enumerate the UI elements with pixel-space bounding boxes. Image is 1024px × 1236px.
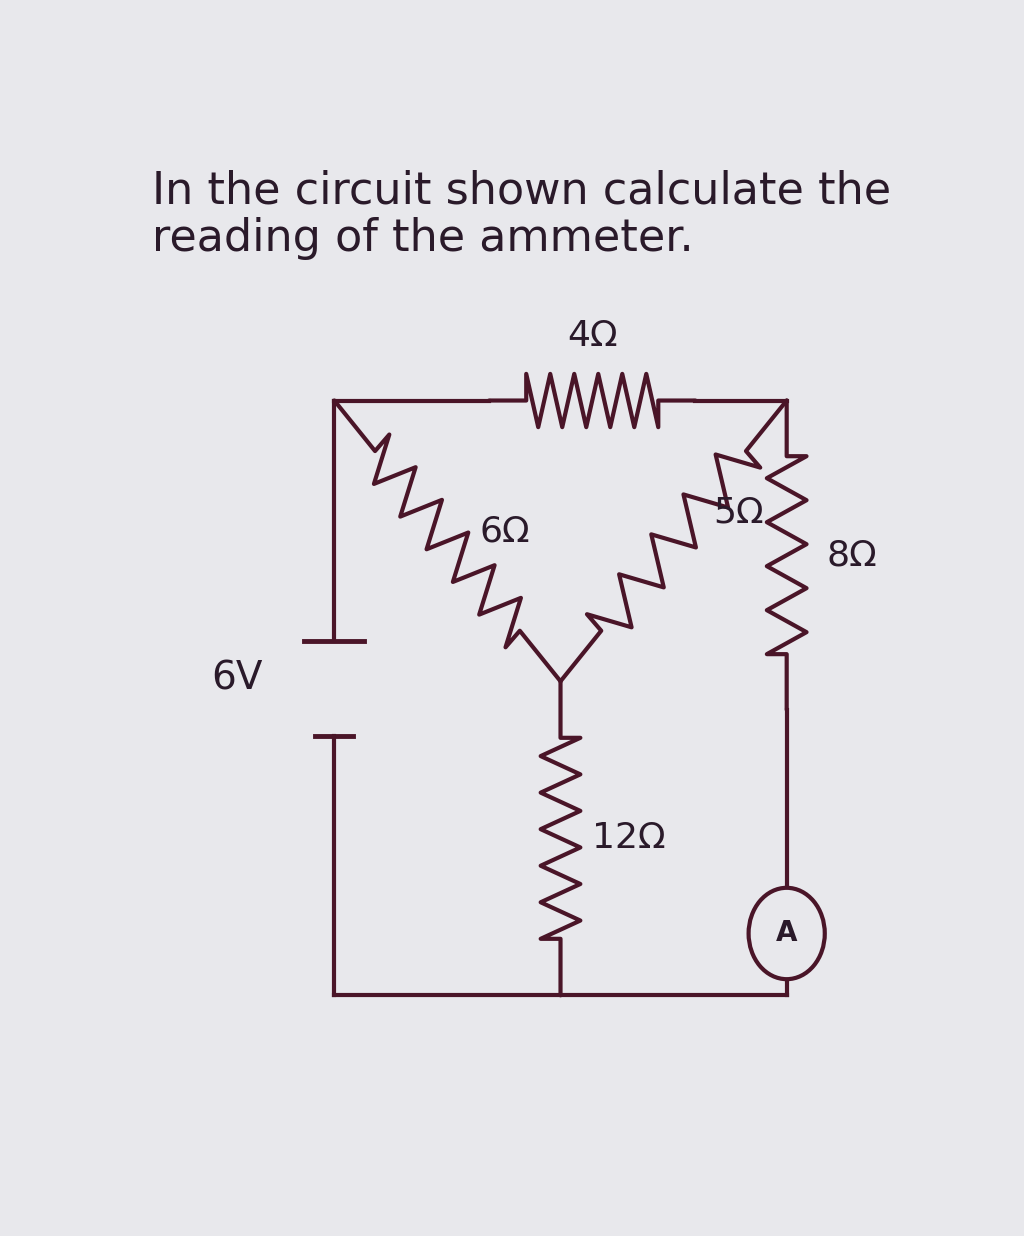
Text: In the circuit shown calculate the: In the circuit shown calculate the: [152, 169, 891, 213]
Text: 5Ω: 5Ω: [714, 496, 764, 529]
Text: 8Ω: 8Ω: [826, 538, 878, 572]
Text: reading of the ammeter.: reading of the ammeter.: [152, 218, 693, 261]
Text: 4Ω: 4Ω: [567, 319, 617, 353]
Text: 12Ω: 12Ω: [592, 821, 666, 855]
Text: A: A: [776, 920, 798, 948]
Text: 6Ω: 6Ω: [479, 514, 529, 549]
Text: 6V: 6V: [211, 660, 263, 698]
Circle shape: [749, 887, 824, 979]
